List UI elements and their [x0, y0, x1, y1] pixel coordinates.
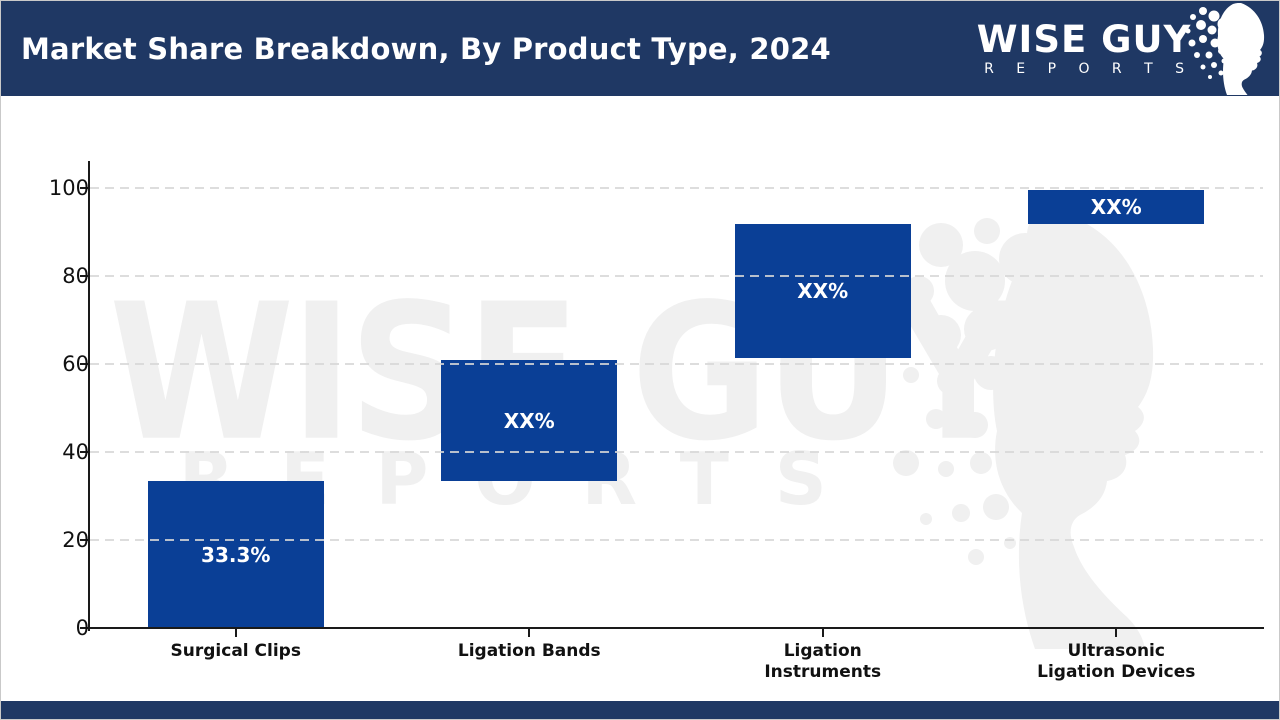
y-tick-mark: [80, 627, 88, 629]
brand-logo: WISE GUY R E P O R T S: [975, 3, 1275, 95]
y-tick-label: 0: [75, 616, 89, 640]
x-tick-mark: [821, 629, 824, 637]
x-category-label: Ligation Instruments: [764, 641, 882, 682]
x-tick-mark: [528, 629, 531, 637]
y-tick-mark: [80, 451, 88, 453]
watermark-head-icon: [888, 213, 1154, 649]
brand-subname: R E P O R T S: [984, 60, 1193, 77]
brand-logo-text: WISE GUY R E P O R T S: [975, 18, 1193, 77]
bar-segment: XX%: [441, 359, 618, 482]
gridline-60: [90, 363, 1263, 365]
gridline-80: [90, 275, 1263, 277]
brand-name: WISE GUY: [976, 18, 1192, 62]
y-tick-label: 60: [62, 352, 89, 376]
bar-segment: XX%: [1028, 190, 1205, 225]
bar-value-label: 33.3%: [201, 542, 271, 567]
gridline-40: [90, 451, 1263, 453]
x-category-label: Surgical Clips: [170, 641, 301, 661]
bar-segment: 33.3%: [147, 481, 324, 628]
bar-value-label: XX%: [503, 408, 555, 433]
plot-area: 0 20 40 60 80 100 33.3% XX% XX% XX% Surgical Cli…: [1, 96, 1279, 703]
y-tick-label: 40: [62, 440, 89, 464]
y-tick-mark: [80, 539, 88, 541]
y-tick-label: 80: [62, 264, 89, 288]
x-axis-line: [88, 627, 1264, 629]
y-tick-label: 100: [48, 176, 89, 200]
y-tick-label: 20: [62, 528, 89, 552]
x-tick-mark: [1115, 629, 1118, 637]
header-bar: Market Share Breakdown, By Product Type,…: [1, 1, 1279, 96]
y-tick-mark: [80, 363, 88, 365]
brand-head-icon: [1185, 3, 1265, 95]
bar-value-label: XX%: [797, 279, 849, 304]
x-category-label: Ligation Bands: [457, 641, 601, 661]
x-category-label: Ultrasonic Ligation Devices: [1037, 641, 1196, 682]
y-tick-mark: [80, 187, 88, 189]
y-tick-mark: [80, 275, 88, 277]
bar-value-label: XX%: [1090, 195, 1142, 220]
x-tick-mark: [234, 629, 237, 637]
page-title: Market Share Breakdown, By Product Type,…: [21, 31, 831, 66]
bar-segment: XX%: [734, 224, 911, 359]
gridline-100: [90, 187, 1263, 189]
y-axis-line: [88, 161, 90, 631]
gridline-20: [90, 539, 1263, 541]
footer-bar: [1, 701, 1279, 719]
